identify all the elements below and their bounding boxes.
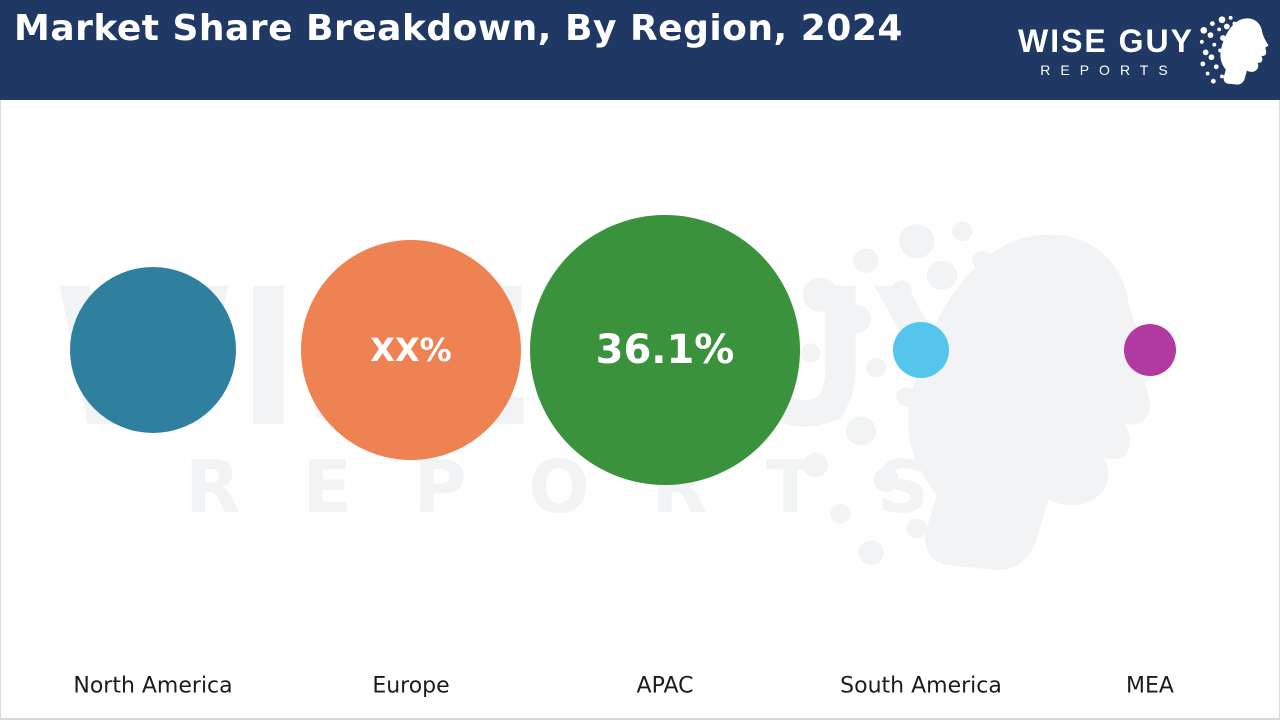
bubble-europe: XX% (301, 240, 521, 460)
brand-wordmark: WISE GUY REPORTS (1018, 23, 1194, 78)
bubble-south-america (893, 322, 949, 378)
brand-logo: WISE GUY REPORTS (1018, 6, 1270, 94)
bubble-north-america (70, 267, 236, 433)
wise-guy-head-icon (1199, 15, 1269, 85)
bubble-apac: 36.1% (530, 215, 800, 485)
brand-name: WISE GUY (1017, 22, 1194, 59)
category-label-mea: MEA (1126, 673, 1174, 699)
category-label-south-america: South America (840, 673, 1002, 699)
category-label-europe: Europe (372, 673, 450, 699)
bubble-value-apac: 36.1% (595, 327, 735, 373)
bubble-mea (1124, 324, 1176, 376)
category-label-north-america: North America (73, 673, 233, 699)
bubble-value-europe: XX% (370, 331, 452, 369)
brand-subtitle: REPORTS (1040, 61, 1178, 78)
header-bar: Market Share Breakdown, By Region, 2024 … (0, 0, 1280, 100)
watermark-head-icon (800, 221, 1163, 570)
watermark-layer: WISE GUY REPORTS (0, 100, 1280, 720)
category-label-apac: APAC (636, 673, 694, 699)
page-title: Market Share Breakdown, By Region, 2024 (14, 8, 903, 49)
